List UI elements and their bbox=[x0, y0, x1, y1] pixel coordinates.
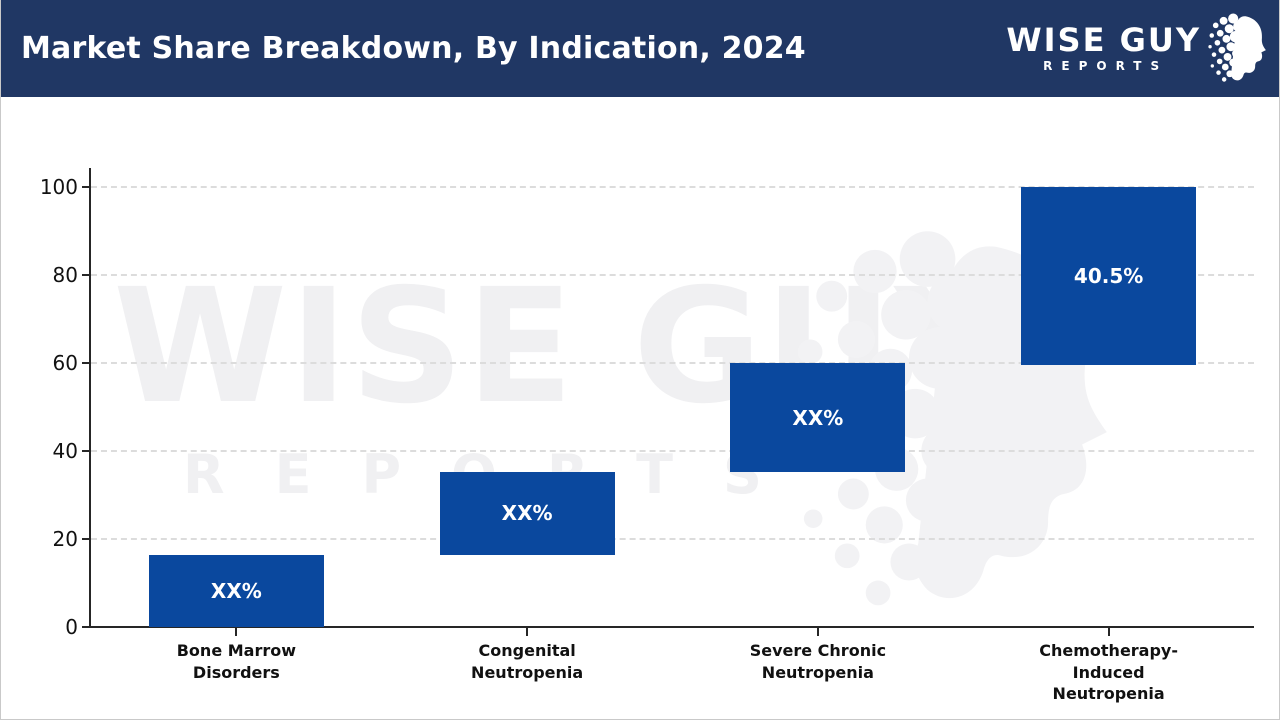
y-axis-tick bbox=[82, 450, 90, 452]
category-label-line: Congenital bbox=[478, 641, 576, 660]
y-axis-tick bbox=[82, 186, 90, 188]
bar-value-label: 40.5% bbox=[1073, 264, 1144, 289]
category-label-line: Induced bbox=[1072, 662, 1145, 682]
gridline bbox=[91, 362, 1254, 364]
wise-guy-reports-logo: WISE GUY REPORTS bbox=[1006, 9, 1267, 89]
category-label-line: Neutropenia bbox=[471, 662, 584, 682]
logo-wordmark: WISE GUY REPORTS bbox=[1006, 24, 1201, 73]
y-axis-tick-label: 80 bbox=[52, 263, 78, 287]
gridline bbox=[91, 538, 1254, 540]
x-axis-category-label: Bone Marrow Disorders bbox=[177, 640, 296, 683]
header-bar: Market Share Breakdown, By Indication, 2… bbox=[1, 0, 1279, 97]
bar-value-label: XX% bbox=[501, 501, 553, 526]
bar-chemotherapy-induced-neutropenia: 40.5% bbox=[1021, 187, 1197, 366]
category-label-line: Chemotherapy- bbox=[1039, 641, 1178, 660]
bar-bone-marrow-disorders: XX% bbox=[148, 554, 324, 627]
y-axis-tick-label: 0 bbox=[65, 615, 78, 639]
x-axis bbox=[89, 626, 1254, 628]
x-axis-category-label: Chemotherapy- Induced Neutropenia bbox=[1039, 640, 1178, 705]
x-axis-category-label: Severe Chronic Neutropenia bbox=[750, 640, 886, 683]
bar-severe-chronic-neutropenia: XX% bbox=[730, 363, 906, 473]
category-label-line: Bone Marrow bbox=[176, 641, 297, 660]
bar-congenital-neutropenia: XX% bbox=[439, 472, 615, 555]
y-axis bbox=[89, 168, 91, 627]
bar-value-label: XX% bbox=[210, 578, 262, 603]
gridline bbox=[91, 450, 1254, 452]
logo-line1: WISE GUY bbox=[1006, 21, 1201, 59]
y-axis-tick bbox=[82, 362, 90, 364]
bar-value-label: XX% bbox=[792, 405, 844, 430]
x-axis-tick bbox=[235, 628, 238, 636]
y-axis-tick-label: 40 bbox=[52, 439, 78, 463]
category-label-line: Neutropenia bbox=[1052, 684, 1165, 704]
category-label-line: Severe Chronic bbox=[749, 641, 887, 660]
x-axis-tick bbox=[1107, 628, 1110, 636]
x-axis-tick bbox=[526, 628, 529, 636]
category-label-line: Neutropenia bbox=[761, 662, 874, 682]
y-axis-tick bbox=[82, 274, 90, 276]
gridline bbox=[91, 186, 1254, 188]
y-axis-tick-label: 60 bbox=[52, 351, 78, 375]
logo-line2: REPORTS bbox=[1043, 59, 1169, 73]
y-axis-tick bbox=[82, 626, 90, 628]
y-axis-tick-label: 20 bbox=[52, 527, 78, 551]
gridline bbox=[91, 274, 1254, 276]
x-axis-tick bbox=[816, 628, 819, 636]
chart-title: Market Share Breakdown, By Indication, 2… bbox=[21, 31, 806, 66]
x-axis-category-label: Congenital Neutropenia bbox=[471, 640, 583, 683]
y-axis-tick bbox=[82, 538, 90, 540]
y-axis-tick-label: 100 bbox=[39, 175, 78, 199]
category-label-line: Disorders bbox=[192, 662, 280, 682]
